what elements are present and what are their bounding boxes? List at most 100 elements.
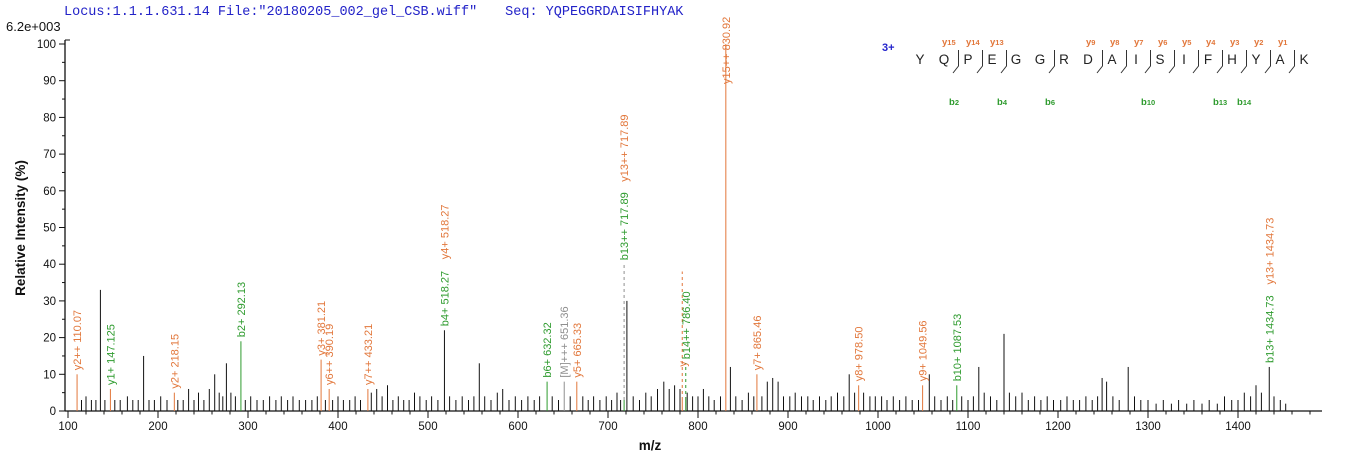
peak-label: b14++ 786.40 <box>681 291 693 359</box>
residue-letter: G <box>1010 52 1022 67</box>
b-ion-label: b2 <box>949 97 959 108</box>
residue-letter: Y <box>1251 52 1261 67</box>
y-axis-title: Relative Intensity (%) <box>13 160 28 296</box>
x-tick-label: 100 <box>58 421 77 433</box>
fragment-divider <box>1240 49 1249 78</box>
residue-letter: H <box>1227 52 1237 67</box>
header: Locus:1.1.1.631.14 File:"20180205_002_ge… <box>64 5 683 20</box>
header-seq-text: Seq: YQPEGGRDAISIFHYAK <box>505 5 684 20</box>
fragment-divider <box>1144 49 1153 78</box>
x-tick-label: 1400 <box>1225 421 1251 433</box>
peak-label: y7++ 433.21 <box>363 324 375 385</box>
y-ion-label: y2 <box>1254 37 1264 48</box>
fragment-divider <box>1120 49 1129 78</box>
residue: D <box>1076 52 1100 92</box>
b-ion-label: b4 <box>997 97 1007 108</box>
peak-label: b10+ 1087.53 <box>952 314 964 382</box>
y-ion-label: y9 <box>1086 37 1096 48</box>
x-tick-label: 300 <box>238 421 257 433</box>
x-tick-label: 900 <box>778 421 797 433</box>
x-tick-label: 600 <box>508 421 527 433</box>
x-tick-label: 700 <box>598 421 617 433</box>
y-tick-label: 60 <box>43 186 56 198</box>
residue-letter: Y <box>915 52 925 67</box>
fragment-divider <box>952 49 961 78</box>
fragment-divider <box>1048 49 1057 78</box>
fragment-divider <box>1288 49 1297 78</box>
peak-label: y15++ 830.92 <box>721 17 733 84</box>
b-ion-label: b14 <box>1237 97 1252 108</box>
peak-label: b6+ 632.32 <box>542 322 554 377</box>
peak-label: y7+ 865.46 <box>752 316 764 371</box>
charge-state-label: 3+ <box>882 42 895 54</box>
x-tick-label: 1300 <box>1135 421 1161 433</box>
y-tick-label: 0 <box>50 406 56 418</box>
y-tick-label: 40 <box>43 259 56 271</box>
peak-label: y6++ 390.19 <box>324 324 336 385</box>
y-ion-label: y5 <box>1182 37 1192 48</box>
y-tick-label: 90 <box>43 76 56 88</box>
residue-letter: F <box>1203 52 1213 67</box>
residue-letter: Q <box>938 52 950 67</box>
residue-letter: E <box>987 52 997 67</box>
peak-label: b13++ 717.89 <box>619 192 631 260</box>
peak-label: y4+ 518.27 <box>439 205 451 260</box>
y-ion-label: y3 <box>1230 37 1240 48</box>
y-ion-label: y8 <box>1110 37 1120 48</box>
y-ion-label: y1 <box>1278 37 1288 48</box>
peak-label: y2++ 110.07 <box>72 310 84 370</box>
y-tick-label: 50 <box>43 223 56 235</box>
peak-label: y13++ 717.89 <box>619 115 631 182</box>
fragment-divider <box>1216 49 1225 78</box>
residue-letter: S <box>1155 52 1165 67</box>
x-tick-label: 200 <box>148 421 167 433</box>
y-ion-label: y13 <box>990 37 1004 48</box>
residue-letter: D <box>1083 52 1093 67</box>
intensity-scale-label: 6.2e+003 <box>6 19 61 34</box>
x-tick-label: 1100 <box>956 421 981 433</box>
residue: G <box>1028 52 1052 92</box>
y-ion-label: y15 <box>942 37 956 48</box>
peak-label: b2+ 292.13 <box>236 282 248 337</box>
y-tick-label: 70 <box>43 149 56 161</box>
residue-letter: A <box>1107 52 1117 67</box>
peak-label: y1+ 147.125 <box>105 324 117 385</box>
residue-letter: A <box>1275 52 1285 67</box>
residue-letter: K <box>1299 52 1309 67</box>
x-tick-label: 500 <box>418 421 437 433</box>
x-tick-label: 1200 <box>1045 421 1071 433</box>
y-tick-label: 20 <box>43 333 56 345</box>
y-tick-label: 30 <box>43 296 56 308</box>
b-ion-label: b13 <box>1213 97 1228 108</box>
residue-letter: I <box>1134 52 1138 67</box>
residue-letter: R <box>1059 52 1069 67</box>
residue: Q <box>932 52 956 92</box>
peak-label: y3+ 381.21 <box>316 301 328 356</box>
peak-label: y2+ 218.15 <box>169 334 181 389</box>
y-ion-label: y14 <box>966 37 980 48</box>
header-locus-text: Locus:1.1.1.631.14 File:"20180205_002_ge… <box>64 5 478 20</box>
b-ion-label: b10 <box>1141 97 1156 108</box>
y-tick-label: 80 <box>43 112 56 124</box>
y-ion-label: y6 <box>1158 37 1168 48</box>
residue-letter: I <box>1182 52 1186 67</box>
peak-label: y9+ 1049.56 <box>918 320 930 381</box>
x-tick-label: 400 <box>328 421 347 433</box>
peak-label: y <box>677 361 689 367</box>
y-tick-label: 100 <box>37 39 56 51</box>
residue: Y <box>908 52 932 92</box>
fragment-divider <box>1000 49 1009 78</box>
